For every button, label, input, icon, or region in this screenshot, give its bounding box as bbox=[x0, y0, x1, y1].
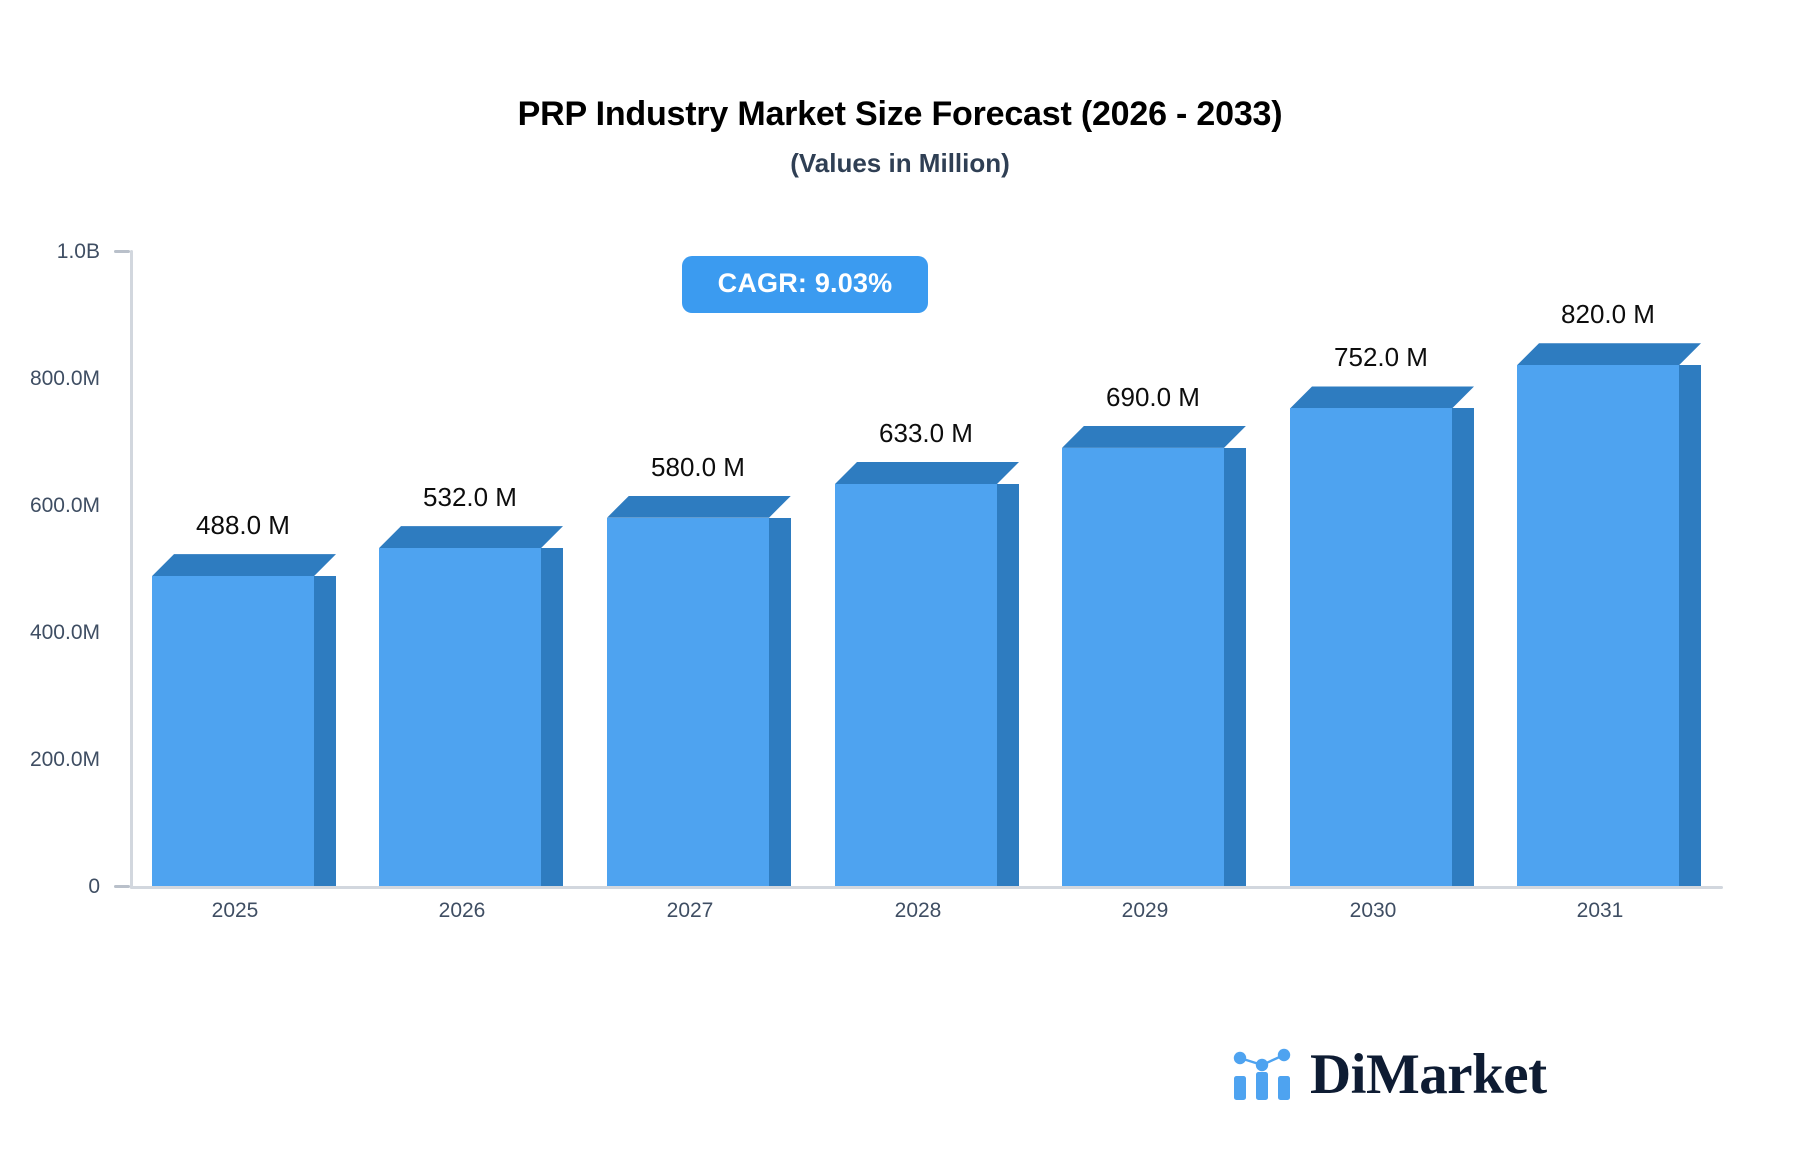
bar-value-label: 488.0 M bbox=[196, 510, 290, 540]
y-axis-line bbox=[130, 250, 133, 889]
brand-logo: DiMarket bbox=[1232, 1038, 1547, 1110]
bar-front-face bbox=[152, 576, 314, 886]
y-axis-tick-label: 200.0M bbox=[29, 747, 100, 771]
bar-side-face bbox=[997, 484, 1019, 886]
bar-top-face bbox=[835, 462, 1019, 485]
bar-side-face bbox=[1452, 408, 1474, 886]
bar-2031[interactable] bbox=[1517, 343, 1701, 886]
bar-top-face bbox=[1290, 386, 1474, 409]
x-axis-tick-label: 2027 bbox=[666, 899, 714, 922]
y-axis-tick: 600.0M bbox=[29, 493, 130, 517]
bar-value-label: 690.0 M bbox=[1106, 382, 1200, 412]
bar-top-face bbox=[607, 495, 791, 518]
chart-title: PRP Industry Market Size Forecast (2026 … bbox=[517, 95, 1283, 133]
x-axis-line bbox=[130, 886, 1723, 889]
x-axis-tick-label: 2030 bbox=[1349, 899, 1397, 922]
y-axis-tick-label: 0 bbox=[88, 874, 100, 898]
bar-front-face bbox=[835, 484, 997, 886]
y-axis-tick: 200.0M bbox=[29, 747, 130, 771]
cagr-badge[interactable]: CAGR: 9.03% bbox=[681, 256, 929, 313]
y-axis-tick-labels: 0 200.0M 400.0M 600.0M 800.0M 1.0B bbox=[0, 0, 130, 1000]
plot-area: 0 200.0M 400.0M 600.0M 800.0M 1.0B 488.0 M 532… bbox=[0, 0, 1800, 1000]
bars-layer: 488.0 M 532.0 M 580.0 M 633.0 M 690.0 M 752.0… bbox=[152, 299, 1701, 886]
bar-top-face bbox=[1517, 343, 1701, 366]
bar-side-face bbox=[314, 576, 336, 886]
y-axis-tick: 0 bbox=[88, 874, 130, 898]
bar-side-face bbox=[1679, 365, 1701, 886]
bar-value-label: 752.0 M bbox=[1334, 342, 1428, 372]
bar-side-face bbox=[1224, 447, 1246, 886]
bar-2027[interactable] bbox=[607, 495, 791, 886]
y-axis-tick-label: 1.0B bbox=[56, 239, 100, 263]
bar-2029[interactable] bbox=[1062, 425, 1246, 886]
bar-value-label: 820.0 M bbox=[1561, 299, 1655, 329]
bar-front-face bbox=[1517, 365, 1679, 886]
y-axis-tick-label: 800.0M bbox=[29, 366, 100, 390]
y-axis-tick: 1.0B bbox=[56, 239, 130, 263]
bar-front-face bbox=[1290, 408, 1452, 886]
x-axis-tick-label: 2031 bbox=[1576, 899, 1624, 922]
x-axis-tick-label: 2026 bbox=[438, 899, 486, 922]
bar-side-face bbox=[769, 517, 791, 886]
bar-front-face bbox=[607, 517, 769, 886]
bar-front-face bbox=[379, 548, 541, 886]
brand-logo-text: DiMarket bbox=[1310, 1042, 1547, 1106]
x-axis-tick-label: 2028 bbox=[894, 899, 942, 922]
bar-top-face bbox=[1062, 425, 1246, 448]
y-axis-tick: 400.0M bbox=[29, 620, 130, 644]
cagr-badge-container: CAGR: 9.03% bbox=[0, 256, 1610, 313]
bar-value-label: 633.0 M bbox=[879, 418, 973, 448]
bar-2028[interactable] bbox=[835, 462, 1019, 886]
bar-2026[interactable] bbox=[379, 526, 563, 886]
bar-front-face bbox=[1062, 447, 1224, 886]
x-axis-tick-labels: 2025 2026 2027 2028 2029 2030 2031 bbox=[0, 900, 1800, 930]
y-axis-tick-mark bbox=[114, 249, 130, 253]
x-axis-tick-label: 2025 bbox=[211, 899, 259, 922]
bar-value-label: 580.0 M bbox=[651, 452, 745, 482]
y-axis-tick-mark bbox=[114, 884, 130, 888]
chart-header: PRP Industry Market Size Forecast (2026 … bbox=[0, 95, 1800, 179]
bar-chart-with-trend-line-icon bbox=[1233, 1048, 1291, 1100]
bar-value-label: 532.0 M bbox=[423, 482, 517, 512]
y-axis-tick-label: 400.0M bbox=[29, 620, 100, 644]
bar-2030[interactable] bbox=[1290, 386, 1474, 886]
bar-2025[interactable] bbox=[152, 554, 336, 886]
y-axis-tick: 800.0M bbox=[29, 366, 130, 390]
bar-top-face bbox=[379, 526, 563, 549]
bar-top-face bbox=[152, 554, 336, 577]
y-axis-tick-label: 600.0M bbox=[29, 493, 100, 517]
x-axis-tick-label: 2029 bbox=[1121, 899, 1169, 922]
bar-side-face bbox=[541, 548, 563, 886]
chart-subtitle: (Values in Million) bbox=[790, 148, 1010, 179]
